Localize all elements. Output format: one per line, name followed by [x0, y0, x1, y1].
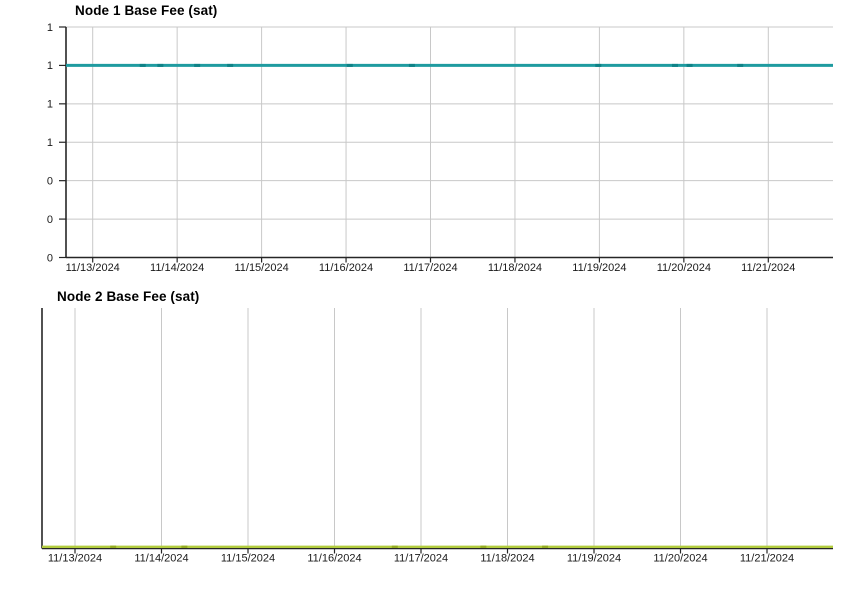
- x-tick-label: 11/17/2024: [394, 553, 448, 565]
- x-tick-label: 11/14/2024: [150, 262, 204, 274]
- x-tick-label: 11/15/2024: [221, 553, 275, 565]
- x-tick-label: 11/19/2024: [572, 262, 626, 274]
- node1-chart-title: Node 1 Base Fee (sat): [75, 3, 218, 18]
- y-tick-label: 1: [47, 22, 53, 34]
- x-tick-label: 11/18/2024: [480, 553, 534, 565]
- y-tick-label: 0: [47, 175, 53, 187]
- y-tick-label: 0: [47, 214, 53, 226]
- x-tick-label: 11/20/2024: [657, 262, 711, 274]
- x-tick-label: 11/21/2024: [740, 553, 794, 565]
- node2-chart-canvas: 11/13/2024 11/14/2024 11/15/2024 11/16/2024…: [41, 308, 833, 565]
- y-tick-label: 1: [47, 99, 53, 111]
- x-tick-label: 11/14/2024: [134, 553, 188, 565]
- x-tick-label: 11/13/2024: [48, 553, 102, 565]
- x-tick-label: 11/18/2024: [488, 262, 542, 274]
- x-tick-label: 11/13/2024: [66, 262, 120, 274]
- node1-chart-canvas: 1 1 1 1 0 0 0 11/13/2024 11/14/2024 11/15/2024 11/…: [47, 22, 833, 274]
- y-tick-label: 1: [47, 60, 53, 72]
- y-tick-label: 0: [47, 252, 53, 264]
- x-tick-label: 11/19/2024: [567, 553, 621, 565]
- y-tick-label: 1: [47, 137, 53, 149]
- x-tick-label: 11/20/2024: [653, 553, 707, 565]
- node2-chart-title: Node 2 Base Fee (sat): [57, 289, 200, 304]
- x-tick-label: 11/16/2024: [307, 553, 361, 565]
- x-tick-label: 11/15/2024: [234, 262, 288, 274]
- x-tick-label: 11/16/2024: [319, 262, 373, 274]
- x-tick-label: 11/21/2024: [741, 262, 795, 274]
- x-tick-label: 11/17/2024: [403, 262, 457, 274]
